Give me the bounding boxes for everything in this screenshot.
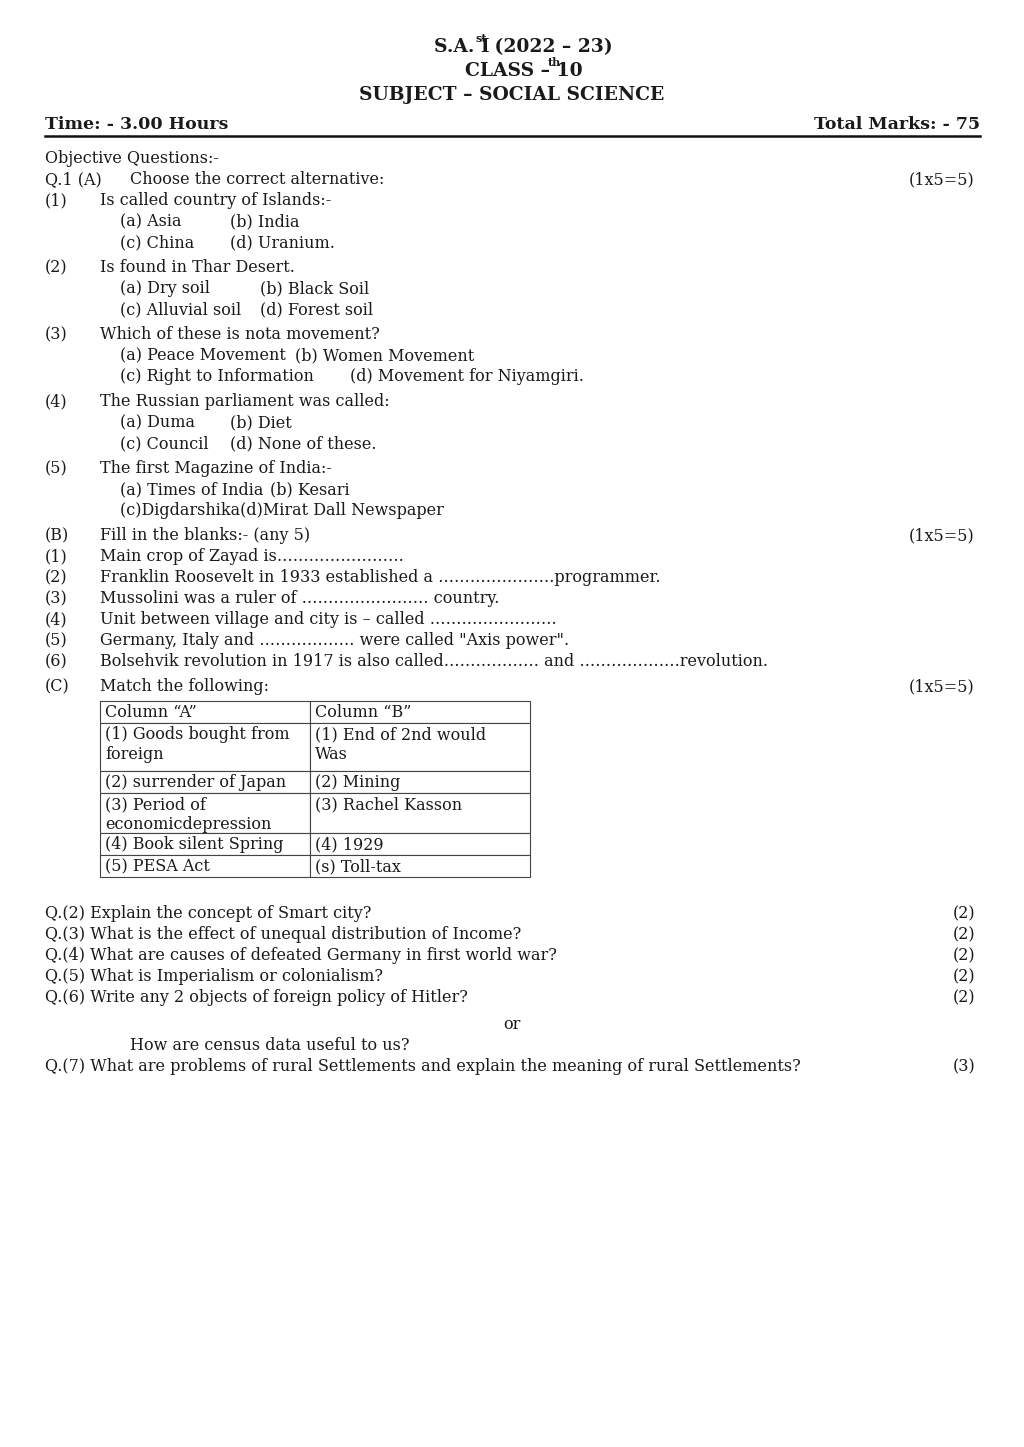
Text: (4): (4) — [45, 394, 68, 410]
Text: (3): (3) — [45, 326, 68, 343]
Text: Fill in the blanks:- (any 5): Fill in the blanks:- (any 5) — [100, 527, 310, 544]
Text: (5) PESA Act: (5) PESA Act — [105, 858, 210, 875]
Text: (3) Rachel Kasson: (3) Rachel Kasson — [315, 796, 462, 813]
Text: Q.(2) Explain the concept of Smart city?: Q.(2) Explain the concept of Smart city? — [45, 904, 372, 922]
Text: The Russian parliament was called:: The Russian parliament was called: — [100, 394, 389, 410]
Bar — [100, 771, 310, 793]
Text: (5): (5) — [45, 460, 68, 478]
Text: st: st — [476, 33, 487, 43]
Text: (b) Diet: (b) Diet — [230, 414, 292, 431]
Text: (c) Alluvial soil: (c) Alluvial soil — [120, 301, 242, 318]
Text: (1): (1) — [45, 192, 68, 208]
Text: Match the following:: Match the following: — [100, 679, 269, 695]
Bar — [310, 793, 530, 833]
Text: (3): (3) — [952, 1058, 975, 1075]
Text: Time: - 3.00 Hours: Time: - 3.00 Hours — [45, 116, 228, 133]
Text: (1x5=5): (1x5=5) — [909, 527, 975, 544]
Bar — [100, 833, 310, 855]
Text: Column “A”: Column “A” — [105, 705, 197, 721]
Bar — [310, 833, 530, 855]
Text: Q.(6) Write any 2 objects of foreign policy of Hitler?: Q.(6) Write any 2 objects of foreign pol… — [45, 988, 468, 1006]
Text: (6): (6) — [45, 653, 68, 670]
Text: Which of these is nota movement?: Which of these is nota movement? — [100, 326, 380, 343]
Text: or: or — [504, 1016, 520, 1033]
Text: (1): (1) — [45, 548, 68, 564]
Text: (2) surrender of Japan: (2) surrender of Japan — [105, 774, 286, 792]
Text: (c)Digdarshika(d)Mirat Dall Newspaper: (c)Digdarshika(d)Mirat Dall Newspaper — [120, 502, 443, 519]
Text: (a) Times of India: (a) Times of India — [120, 480, 263, 498]
Text: (s) Toll-tax: (s) Toll-tax — [315, 858, 400, 875]
Bar — [310, 724, 530, 771]
Text: Q.(5) What is Imperialism or colonialism?: Q.(5) What is Imperialism or colonialism… — [45, 968, 383, 985]
Text: (a) Dry soil: (a) Dry soil — [120, 281, 210, 297]
Text: (C): (C) — [45, 679, 70, 695]
Text: (2): (2) — [952, 904, 975, 922]
Text: (1x5=5): (1x5=5) — [909, 171, 975, 188]
Text: Mussolini was a ruler of …………………… country.: Mussolini was a ruler of …………………… countr… — [100, 590, 500, 606]
Text: CLASS – 10: CLASS – 10 — [465, 62, 583, 80]
Text: (2): (2) — [45, 569, 68, 586]
Text: Is found in Thar Desert.: Is found in Thar Desert. — [100, 259, 295, 276]
Text: (a) Asia: (a) Asia — [120, 213, 181, 230]
Text: SUBJECT – SOCIAL SCIENCE: SUBJECT – SOCIAL SCIENCE — [359, 85, 665, 104]
Text: (1) Goods bought from
foreign: (1) Goods bought from foreign — [105, 726, 290, 763]
Text: Main crop of Zayad is……………………: Main crop of Zayad is…………………… — [100, 548, 403, 564]
Bar — [100, 793, 310, 833]
Text: (b) Kesari: (b) Kesari — [270, 480, 349, 498]
Bar — [100, 700, 310, 724]
Text: Choose the correct alternative:: Choose the correct alternative: — [130, 171, 384, 188]
Text: Is called country of Islands:-: Is called country of Islands:- — [100, 192, 331, 208]
Text: (B): (B) — [45, 527, 70, 544]
Bar — [100, 855, 310, 877]
Text: (2): (2) — [952, 968, 975, 985]
Text: Franklin Roosevelt in 1933 established a ………………….programmer.: Franklin Roosevelt in 1933 established a… — [100, 569, 660, 586]
Text: (3) Period of
economicdepression: (3) Period of economicdepression — [105, 796, 271, 832]
Text: Q.1 (A): Q.1 (A) — [45, 171, 101, 188]
Text: Unit between village and city is – called ……………………: Unit between village and city is – calle… — [100, 611, 557, 628]
Text: Germany, Italy and ……………… were called "Axis power".: Germany, Italy and ……………… were called "A… — [100, 632, 569, 650]
Text: (4): (4) — [45, 611, 68, 628]
Text: (b) Black Soil: (b) Black Soil — [260, 281, 370, 297]
Text: (c) Council: (c) Council — [120, 436, 209, 451]
Text: Total Marks: - 75: Total Marks: - 75 — [814, 116, 980, 133]
Text: (2) Mining: (2) Mining — [315, 774, 400, 792]
Text: The first Magazine of India:-: The first Magazine of India:- — [100, 460, 332, 478]
Text: (4) 1929: (4) 1929 — [315, 836, 384, 852]
Text: Q.(3) What is the effect of unequal distribution of Income?: Q.(3) What is the effect of unequal dist… — [45, 926, 521, 943]
Text: th: th — [548, 56, 561, 68]
Text: (c) Right to Information: (c) Right to Information — [120, 368, 314, 385]
Text: Objective Questions:-: Objective Questions:- — [45, 150, 219, 166]
Text: (2022 – 23): (2022 – 23) — [488, 38, 612, 56]
Text: Column “B”: Column “B” — [315, 705, 412, 721]
Text: (b) India: (b) India — [230, 213, 299, 230]
Text: (4) Book silent Spring: (4) Book silent Spring — [105, 836, 284, 852]
Text: (2): (2) — [952, 988, 975, 1006]
Text: S.A. I: S.A. I — [434, 38, 489, 56]
Text: Bolsehvik revolution in 1917 is also called……………… and ……………….revolution.: Bolsehvik revolution in 1917 is also cal… — [100, 653, 768, 670]
Bar — [310, 855, 530, 877]
Text: (d) None of these.: (d) None of these. — [230, 436, 377, 451]
Text: (d) Uranium.: (d) Uranium. — [230, 234, 335, 250]
Text: (d) Forest soil: (d) Forest soil — [260, 301, 373, 318]
Text: (2): (2) — [45, 259, 68, 276]
Text: (d) Movement for Niyamgiri.: (d) Movement for Niyamgiri. — [350, 368, 584, 385]
Text: (a) Duma: (a) Duma — [120, 414, 195, 431]
Bar — [310, 771, 530, 793]
Text: (3): (3) — [45, 590, 68, 606]
Text: (2): (2) — [952, 946, 975, 964]
Text: (5): (5) — [45, 632, 68, 650]
Text: Q.(4) What are causes of defeated Germany in first world war?: Q.(4) What are causes of defeated German… — [45, 946, 557, 964]
Text: (1) End of 2nd would
Was: (1) End of 2nd would Was — [315, 726, 486, 763]
Text: How are census data useful to us?: How are census data useful to us? — [130, 1037, 410, 1053]
Text: (c) China: (c) China — [120, 234, 195, 250]
Text: (1x5=5): (1x5=5) — [909, 679, 975, 695]
Bar — [100, 724, 310, 771]
Text: Q.(7) What are problems of rural Settlements and explain the meaning of rural Se: Q.(7) What are problems of rural Settlem… — [45, 1058, 801, 1075]
Text: (a) Peace Movement: (a) Peace Movement — [120, 347, 286, 365]
Text: (2): (2) — [952, 926, 975, 943]
Bar — [310, 700, 530, 724]
Text: (b) Women Movement: (b) Women Movement — [295, 347, 474, 365]
